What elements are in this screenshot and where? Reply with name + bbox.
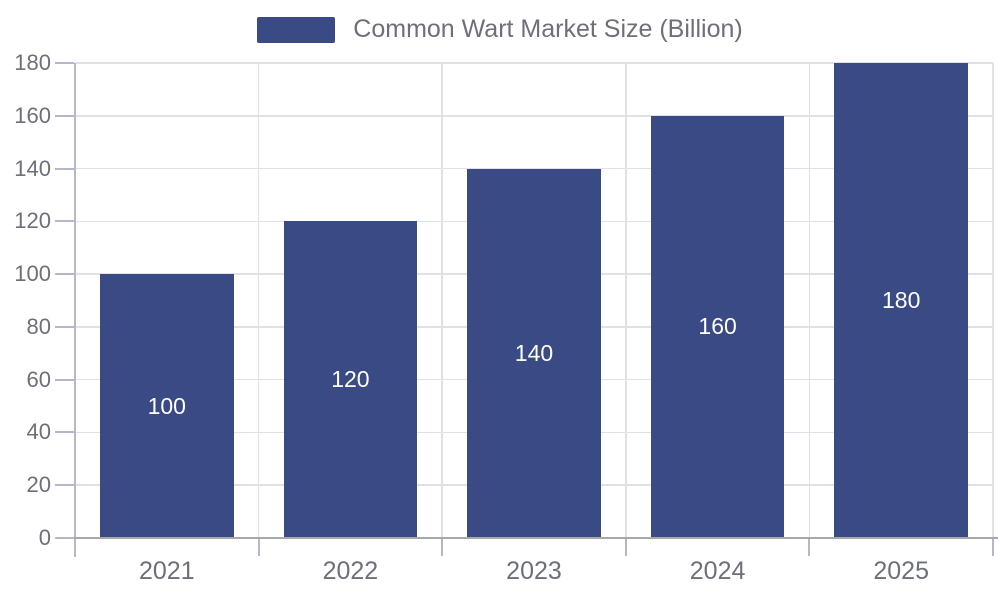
x-axis-tick-label: 2022: [322, 557, 379, 585]
y-axis-tick: [55, 325, 74, 328]
y-axis-tick-label: 180: [14, 50, 51, 75]
gridline-vertical: [808, 63, 811, 538]
bar-value-label: 120: [331, 366, 370, 393]
x-axis-tick: [74, 539, 76, 556]
bar-value-label: 100: [147, 392, 186, 419]
y-axis-tick: [55, 484, 74, 487]
y-axis-tick-label: 0: [38, 525, 51, 550]
y-axis-tick: [55, 431, 74, 434]
legend-label: Common Wart Market Size (Billion): [353, 15, 743, 43]
bar-2021[interactable]: 100: [100, 274, 234, 538]
y-axis-line: [73, 63, 76, 557]
y-axis-tick-label: 100: [14, 261, 51, 287]
x-axis-tick-label: 2025: [873, 557, 929, 585]
bar-2022[interactable]: 120: [283, 221, 418, 538]
y-axis-tick: [55, 273, 74, 276]
x-axis-tick: [808, 539, 811, 556]
legend-item[interactable]: Common Wart Market Size (Billion): [0, 15, 1000, 44]
gridline-horizontal: [75, 115, 993, 117]
bar-2023[interactable]: 140: [467, 168, 601, 538]
y-axis-tick: [55, 378, 74, 381]
gridline-vertical: [441, 63, 443, 538]
bar-value-label: 140: [514, 339, 554, 366]
x-axis-tick: [992, 539, 994, 556]
x-axis-tick-label: 2024: [689, 557, 746, 585]
x-axis-line: [73, 537, 998, 539]
y-axis-tick-label: 160: [14, 102, 51, 128]
plot-area: 100 120 140 160 180: [75, 62, 994, 538]
y-axis-tick-label: 60: [26, 366, 51, 392]
x-axis-tick-label: 2021: [138, 557, 195, 585]
x-axis-tick: [624, 539, 627, 556]
legend-swatch: [257, 16, 336, 43]
y-axis-tick: [55, 62, 74, 64]
y-axis-tick: [55, 220, 74, 223]
y-axis-tick-label: 120: [14, 208, 51, 234]
x-axis-tick: [441, 539, 444, 556]
bar-value-label: 180: [882, 287, 921, 313]
x-axis-tick-label: 2023: [506, 557, 562, 585]
gridline-vertical: [992, 63, 994, 538]
y-axis-tick-label: 80: [26, 313, 51, 339]
gridline-horizontal: [75, 62, 993, 64]
y-axis-tick-label: 20: [26, 472, 51, 498]
bar-2024[interactable]: 160: [650, 115, 785, 538]
bar-2025[interactable]: 180: [834, 63, 968, 538]
gridline-horizontal: [75, 167, 993, 170]
bar-value-label: 160: [698, 313, 737, 340]
y-axis-tick: [55, 167, 74, 170]
x-axis-tick: [257, 539, 260, 556]
gridline-vertical: [257, 63, 260, 538]
y-axis-tick: [55, 114, 74, 117]
y-axis-tick-label: 40: [26, 419, 51, 445]
gridline-vertical: [625, 63, 627, 538]
y-axis-tick-label: 140: [14, 155, 51, 181]
y-axis-tick: [55, 537, 74, 539]
